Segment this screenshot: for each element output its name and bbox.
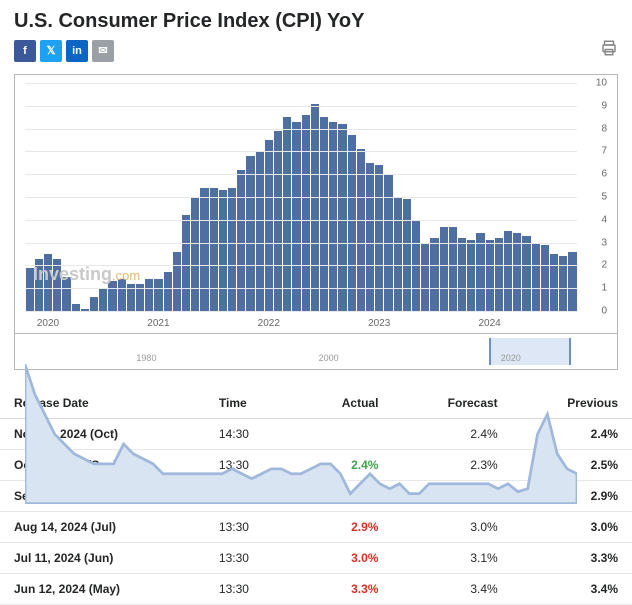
bar[interactable]	[283, 117, 291, 311]
bar[interactable]	[458, 238, 466, 311]
table-row[interactable]: Jun 12, 2024 (May)13:303.3%3.4%3.4%	[0, 574, 632, 605]
x-axis-tick: 2024	[478, 318, 500, 329]
y-axis-tick: 0	[601, 306, 607, 317]
cell-actual: 3.3%	[294, 574, 393, 605]
bar[interactable]	[265, 140, 273, 311]
page-title: U.S. Consumer Price Index (CPI) YoY	[14, 10, 364, 33]
y-axis-tick: 8	[601, 123, 607, 134]
bar[interactable]	[182, 215, 190, 311]
cell-forecast: 3.0%	[392, 512, 511, 543]
bar[interactable]	[541, 245, 549, 311]
bar[interactable]	[90, 297, 98, 311]
bar[interactable]	[237, 170, 245, 311]
share-icons: f 𝕏 in ✉	[14, 40, 114, 62]
x-axis-tick: 2020	[37, 318, 59, 329]
y-axis-tick: 1	[601, 283, 607, 294]
bar[interactable]	[513, 233, 521, 311]
cpi-bar-chart[interactable]: Investing.com 0 1 2 3 4 5 6 7 8 9 10 2020 2021 2022 20…	[14, 74, 618, 334]
bar[interactable]	[320, 117, 328, 311]
cell-actual: 3.0%	[294, 543, 393, 574]
y-axis-tick: 4	[601, 214, 607, 225]
bar[interactable]	[191, 197, 199, 311]
bar[interactable]	[228, 188, 236, 311]
cell-previous: 3.4%	[512, 574, 632, 605]
bar[interactable]	[108, 281, 116, 311]
y-axis-tick: 6	[601, 169, 607, 180]
cell-forecast: 3.4%	[392, 574, 511, 605]
twitter-icon[interactable]: 𝕏	[40, 40, 62, 62]
bar[interactable]	[449, 227, 457, 311]
bar[interactable]	[467, 240, 475, 311]
cell-previous: 3.3%	[512, 543, 632, 574]
y-axis-tick: 7	[601, 146, 607, 157]
cell-actual: 2.9%	[294, 512, 393, 543]
y-axis-tick: 3	[601, 237, 607, 248]
y-axis-tick: 2	[601, 260, 607, 271]
table-row[interactable]: Jul 11, 2024 (Jun)13:303.0%3.1%3.3%	[0, 543, 632, 574]
watermark: Investing.com	[33, 264, 140, 285]
bar[interactable]	[329, 122, 337, 311]
cell-date: Jul 11, 2024 (Jun)	[0, 543, 205, 574]
facebook-icon[interactable]: f	[14, 40, 36, 62]
bar[interactable]	[210, 188, 218, 311]
nav-x-tick: 1980	[136, 353, 156, 363]
bar[interactable]	[274, 131, 282, 311]
bar[interactable]	[486, 240, 494, 311]
bar[interactable]	[256, 151, 264, 311]
bar[interactable]	[154, 279, 162, 311]
cell-date: Jun 12, 2024 (May)	[0, 574, 205, 605]
y-axis-tick: 9	[601, 100, 607, 111]
bar[interactable]	[164, 272, 172, 311]
cell-date: Aug 14, 2024 (Jul)	[0, 512, 205, 543]
x-axis-tick: 2022	[258, 318, 280, 329]
bar[interactable]	[173, 252, 181, 311]
cell-previous: 3.0%	[512, 512, 632, 543]
bar[interactable]	[311, 104, 319, 311]
bar[interactable]	[72, 304, 80, 311]
bar[interactable]	[403, 199, 411, 311]
cell-time: 13:30	[205, 543, 294, 574]
bar[interactable]	[568, 252, 576, 311]
bar[interactable]	[394, 197, 402, 311]
bar[interactable]	[302, 115, 310, 311]
bar[interactable]	[532, 243, 540, 311]
bar[interactable]	[219, 190, 227, 311]
print-icon[interactable]	[600, 39, 618, 62]
y-axis-tick: 10	[596, 78, 607, 89]
y-axis-tick: 5	[601, 192, 607, 203]
cell-time: 13:30	[205, 574, 294, 605]
bar[interactable]	[476, 233, 484, 311]
bar[interactable]	[99, 288, 107, 311]
cell-forecast: 3.1%	[392, 543, 511, 574]
bar[interactable]	[145, 279, 153, 311]
bar[interactable]	[550, 254, 558, 311]
x-axis-tick: 2023	[368, 318, 390, 329]
bar[interactable]	[292, 122, 300, 311]
bar[interactable]	[495, 238, 503, 311]
linkedin-icon[interactable]: in	[66, 40, 88, 62]
bar[interactable]	[421, 243, 429, 311]
bar[interactable]	[200, 188, 208, 311]
email-icon[interactable]: ✉	[92, 40, 114, 62]
bar[interactable]	[348, 135, 356, 311]
bar[interactable]	[430, 238, 438, 311]
nav-x-tick: 2020	[501, 353, 521, 363]
chart-navigator[interactable]: 1980 2000 2020	[14, 334, 618, 370]
bar[interactable]	[440, 227, 448, 311]
bar[interactable]	[522, 236, 530, 311]
table-row[interactable]: Aug 14, 2024 (Jul)13:302.9%3.0%3.0%	[0, 512, 632, 543]
cell-time: 13:30	[205, 512, 294, 543]
x-axis-tick: 2021	[147, 318, 169, 329]
nav-x-tick: 2000	[319, 353, 339, 363]
